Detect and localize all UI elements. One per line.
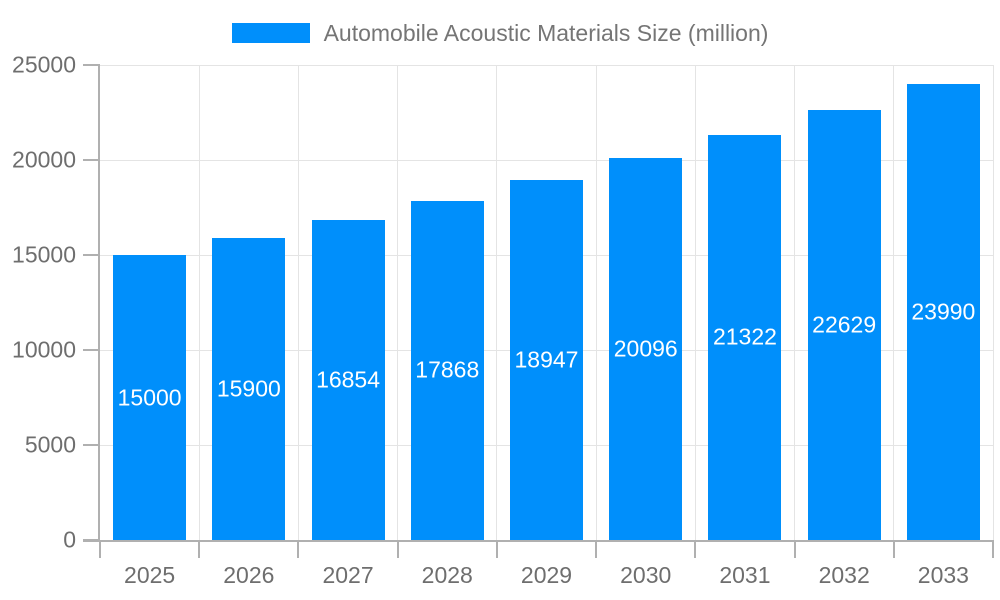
bar-value-label: 15900 [216,375,281,402]
x-axis-tick [892,540,895,558]
gridline-vertical [794,65,796,540]
bar-value-label: 18947 [514,346,579,373]
gridline-vertical [297,65,299,540]
bar-value-label: 17868 [415,356,480,383]
gridline-vertical [397,65,399,540]
y-axis-tick [83,254,100,256]
x-axis-tick [396,540,399,558]
x-axis-tick [694,540,697,558]
x-axis-label: 2032 [818,562,870,588]
bar-value-label: 15000 [117,384,182,410]
x-axis-label: 2026 [223,562,275,588]
y-axis-label: 5000 [24,431,76,458]
y-axis-label: 15000 [12,241,76,268]
y-axis-line [98,65,100,540]
gridline-vertical [893,65,895,540]
gridline-vertical [694,65,696,540]
x-axis-label: 2025 [124,562,176,588]
bar-value-label: 21322 [712,323,777,350]
y-axis-label: 25000 [12,51,76,78]
plot-area: 0 5000 10000 15000 20000 25000 15000 2025 15900 2… [12,52,994,588]
y-axis-tick [83,159,100,161]
bar-2030: 20096 [609,158,683,540]
x-axis-tick [595,540,598,558]
bar-2032: 22629 [807,110,881,540]
x-axis-label: 2030 [620,562,672,588]
x-axis-tick [297,540,300,558]
legend-item[interactable]: Automobile Acoustic Materials Size (mill… [0,20,1000,46]
x-axis-tick [793,540,796,558]
x-axis-label: 2027 [322,562,374,588]
gridline-vertical [992,65,994,540]
y-axis-tick [83,64,100,66]
bar-value-label: 16854 [316,366,381,393]
bar-value-label: 20096 [613,335,678,362]
bar-2026: 15900 [212,237,286,540]
bar-value-label: 22629 [812,311,877,338]
legend-swatch [231,23,310,43]
gridline-vertical [496,65,498,540]
bar-value-label: 23990 [911,298,976,325]
x-axis-line [83,540,993,542]
gridline-vertical [595,65,597,540]
y-axis-label: 10000 [12,336,76,363]
gridline-horizontal [100,159,993,161]
gridline-horizontal [100,64,993,66]
x-axis-label: 2029 [520,562,573,588]
bar-2033: 23990 [906,84,980,540]
bar-2029: 18947 [510,180,583,540]
x-axis-label: 2033 [917,562,969,588]
bar-2025: 15000 [113,255,187,540]
legend-label: Automobile Acoustic Materials Size (mill… [323,20,769,46]
y-axis-tick [83,444,100,446]
x-axis-tick [99,540,101,558]
x-axis-label: 2031 [719,562,771,588]
x-axis-tick [495,540,498,558]
y-axis-label: 0 [63,526,76,553]
x-axis-tick [198,540,201,558]
gridline-vertical [198,65,200,540]
bar-2027: 16854 [311,219,385,540]
y-axis-tick [83,349,100,351]
x-axis-tick [992,540,994,558]
bar-2028: 17868 [410,200,484,540]
x-axis-label: 2028 [421,562,473,588]
y-axis-label: 20000 [12,146,76,173]
bar-2031: 21322 [708,134,782,540]
